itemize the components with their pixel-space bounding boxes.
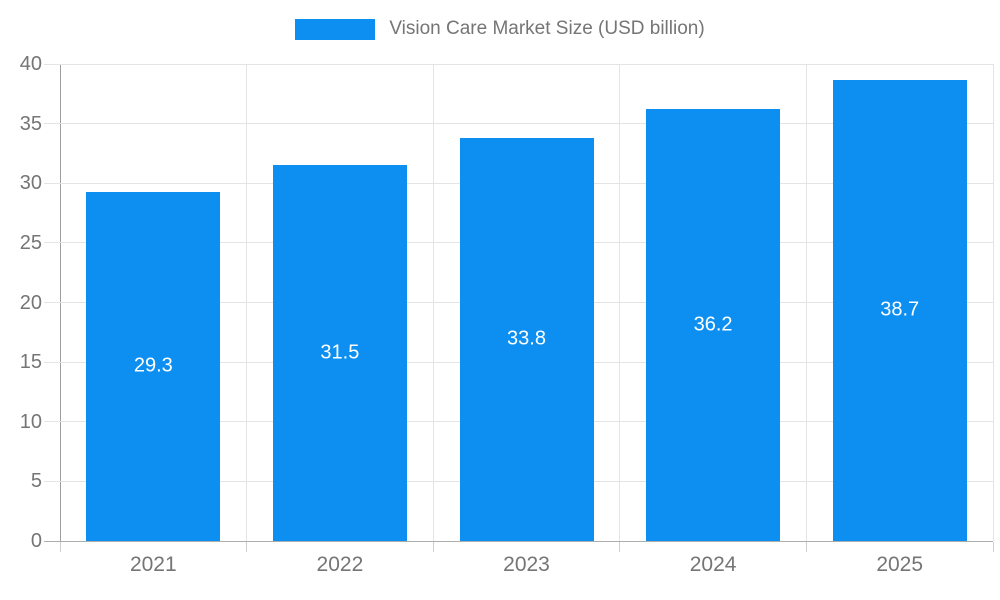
- x-gridline: [992, 64, 994, 541]
- bar-value-label: 33.8: [507, 327, 546, 350]
- plot-area: 29.3 31.5 33.8 36.2 38.7: [44, 63, 994, 552]
- y-tick: [44, 361, 60, 363]
- x-tick: [619, 542, 621, 552]
- y-tick-label: 5: [30, 470, 42, 493]
- y-tick-label: 35: [19, 112, 42, 135]
- y-tick: [44, 421, 60, 423]
- y-tick: [44, 242, 60, 244]
- x-tick-label: 2024: [689, 553, 737, 576]
- bar-value-label: 36.2: [693, 313, 733, 336]
- y-gridline: [60, 63, 993, 65]
- x-tick-label: 2021: [129, 553, 177, 576]
- bar-value-label: 29.3: [133, 354, 173, 377]
- x-gridline: [619, 64, 621, 541]
- bar-2023: [459, 137, 594, 541]
- x-gridline: [432, 64, 434, 541]
- legend: Vision Care Market Size (USD billion): [0, 18, 1000, 40]
- x-tick-label: 2022: [316, 553, 364, 576]
- x-tick: [805, 542, 807, 552]
- x-axis-line: [60, 541, 993, 542]
- y-tick-label: 20: [19, 291, 42, 314]
- y-tick: [44, 540, 60, 542]
- y-tick-label: 0: [30, 530, 42, 552]
- x-tick-label: 2025: [876, 553, 924, 576]
- bar-value-label: 38.7: [880, 298, 920, 321]
- legend-label: Vision Care Market Size (USD billion): [389, 18, 705, 39]
- x-tick: [246, 542, 248, 552]
- y-tick: [44, 480, 60, 482]
- x-tick: [992, 542, 994, 552]
- y-tick-label: 30: [19, 172, 42, 195]
- bar-2021: [86, 191, 221, 541]
- x-tick-label: 2023: [503, 553, 550, 576]
- x-gridline: [246, 64, 248, 541]
- y-tick: [44, 182, 60, 184]
- legend-swatch: [295, 18, 376, 40]
- y-tick: [44, 302, 60, 303]
- y-tick-label: 25: [19, 231, 42, 254]
- bar-2022: [272, 165, 407, 541]
- bar-2025: [832, 79, 967, 541]
- y-tick-label: 15: [19, 351, 42, 374]
- y-tick: [44, 63, 60, 65]
- y-gridline: [60, 123, 993, 125]
- bar-2024: [646, 109, 781, 541]
- x-tick: [432, 542, 434, 552]
- x-gridline: [805, 64, 807, 541]
- bar-value-label: 31.5: [320, 341, 360, 364]
- y-tick-label: 10: [19, 410, 42, 433]
- y-tick: [44, 123, 60, 125]
- y-tick-label: 40: [19, 53, 42, 75]
- x-tick: [59, 542, 61, 552]
